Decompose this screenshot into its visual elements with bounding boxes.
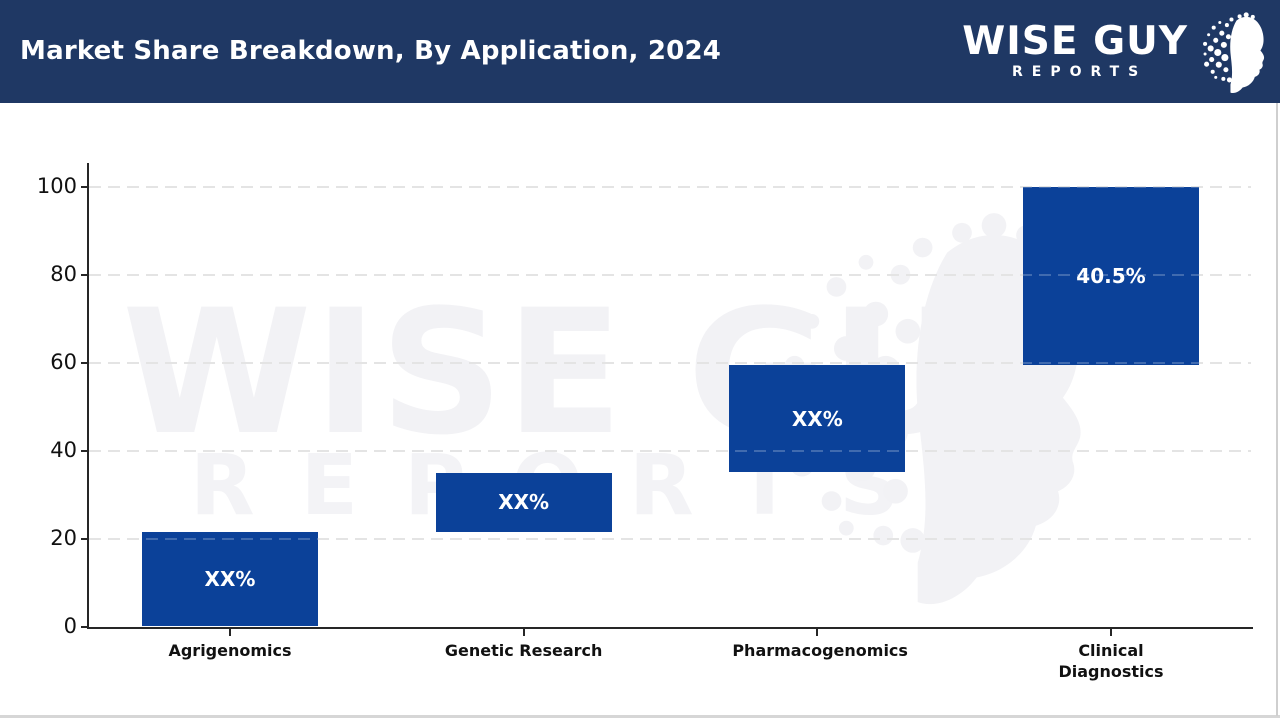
bar-value-label: XX% bbox=[498, 490, 550, 515]
x-axis-category-label: Genetic Research bbox=[444, 641, 603, 660]
bar-pharmacogenomics: XX% bbox=[729, 364, 906, 473]
gridline-overlay bbox=[89, 185, 1251, 188]
y-axis-tick bbox=[81, 273, 89, 276]
y-axis-tick-label: 100 bbox=[36, 173, 77, 198]
y-axis-tick-label: 40 bbox=[50, 437, 77, 462]
bottom-frame-line bbox=[0, 715, 1280, 718]
y-axis-tick bbox=[81, 537, 89, 540]
gridline bbox=[89, 361, 1251, 364]
x-axis-category-label: Pharmacogenomics bbox=[732, 641, 908, 660]
header-bar: Market Share Breakdown, By Application, … bbox=[0, 0, 1280, 103]
logo-wordmark: WISE GUY bbox=[962, 19, 1188, 64]
gridline-overlay bbox=[89, 273, 1251, 276]
chart-title: Market Share Breakdown, By Application, … bbox=[20, 36, 722, 66]
bar-genetic-research: XX% bbox=[435, 472, 612, 532]
dotted-face-logo-icon bbox=[1203, 12, 1265, 94]
bar-agrigenomics: XX% bbox=[142, 531, 318, 627]
gridline bbox=[89, 537, 1251, 540]
right-frame-line bbox=[1276, 103, 1278, 716]
y-axis-tick bbox=[81, 449, 89, 452]
wiseguy-logo: WISE GUY REPORTS bbox=[962, 6, 1266, 98]
bar-value-label: 40.5% bbox=[1076, 263, 1146, 288]
y-axis-tick-label: 0 bbox=[63, 613, 77, 638]
x-axis-category-label: Agrigenomics bbox=[168, 641, 292, 660]
x-axis-tick bbox=[1110, 629, 1112, 636]
logo-text: WISE GUY REPORTS bbox=[962, 22, 1188, 81]
bar-value-label: XX% bbox=[791, 406, 843, 431]
y-axis-tick-label: 80 bbox=[50, 261, 77, 286]
bar-clinical-diagnostics: 40.5% bbox=[1023, 186, 1199, 365]
gridline bbox=[89, 449, 1251, 452]
bar-value-label: XX% bbox=[204, 567, 256, 592]
gridline-overlay bbox=[89, 537, 1251, 540]
y-axis-tick bbox=[81, 625, 89, 628]
y-axis-tick bbox=[81, 361, 89, 364]
x-axis-category-label: Clinical Diagnostics bbox=[1058, 641, 1164, 681]
x-axis-line bbox=[86, 626, 1253, 629]
x-axis-tick bbox=[816, 629, 819, 636]
y-axis-tick-label: 20 bbox=[50, 525, 77, 550]
gridline bbox=[89, 185, 1251, 188]
y-axis-line bbox=[86, 163, 89, 629]
gridline-overlay bbox=[89, 449, 1251, 452]
y-axis-tick bbox=[81, 185, 89, 188]
y-axis-tick-label: 60 bbox=[50, 349, 77, 374]
logo-subtitle: REPORTS bbox=[1011, 64, 1148, 80]
gridline bbox=[89, 273, 1251, 276]
x-axis-tick bbox=[522, 629, 525, 636]
x-axis-tick bbox=[229, 629, 231, 636]
gridline-overlay bbox=[89, 361, 1251, 364]
